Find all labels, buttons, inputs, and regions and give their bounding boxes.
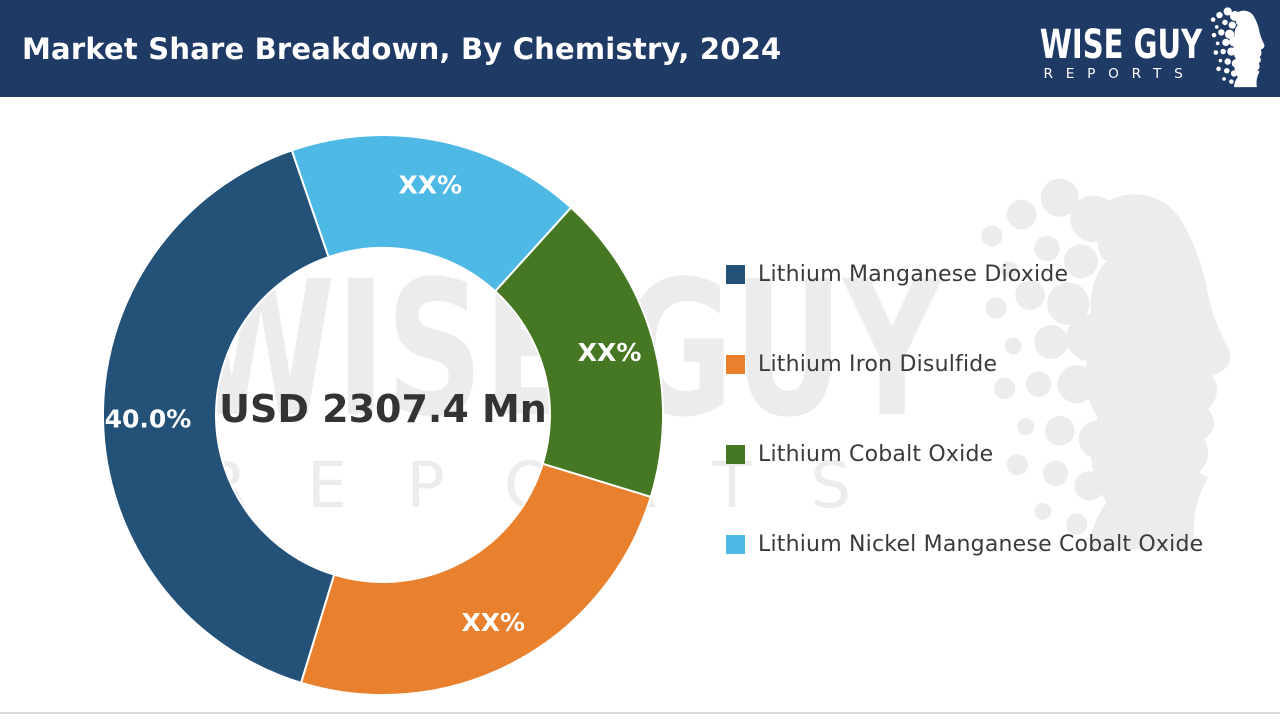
page-title: Market Share Breakdown, By Chemistry, 20… <box>22 31 782 66</box>
chart-legend: Lithium Manganese Dioxide Lithium Iron Di… <box>726 261 1204 623</box>
header-bar: Market Share Breakdown, By Chemistry, 20… <box>0 0 1280 97</box>
donut-center-value: USD 2307.4 Mn <box>219 387 547 431</box>
slice-label: 40.0% <box>105 405 192 434</box>
legend-label: Lithium Iron Disulfide <box>758 351 998 377</box>
legend-swatch-icon <box>726 354 745 374</box>
legend-item: Lithium Manganese Dioxide <box>726 261 1203 287</box>
legend-swatch-icon <box>726 534 745 554</box>
legend-item: Lithium Cobalt Oxide <box>726 441 1203 467</box>
legend-label: Lithium Nickel Manganese Cobalt Oxide <box>758 531 1204 557</box>
legend-item: Lithium Nickel Manganese Cobalt Oxide <box>726 531 1204 557</box>
legend-swatch-icon <box>726 264 745 284</box>
legend-label: Lithium Manganese Dioxide <box>758 261 1069 287</box>
slice-label: XX% <box>398 170 462 199</box>
bottom-divider <box>0 712 1280 714</box>
legend-label: Lithium Cobalt Oxide <box>758 441 994 467</box>
legend-item: Lithium Iron Disulfide <box>726 351 1203 377</box>
slice-label: XX% <box>578 338 642 367</box>
wiseguy-logo <box>1038 5 1266 93</box>
donut-segment-lithium-iron-disulfide <box>300 462 652 697</box>
legend-swatch-icon <box>726 444 745 464</box>
slice-label: XX% <box>461 608 525 637</box>
